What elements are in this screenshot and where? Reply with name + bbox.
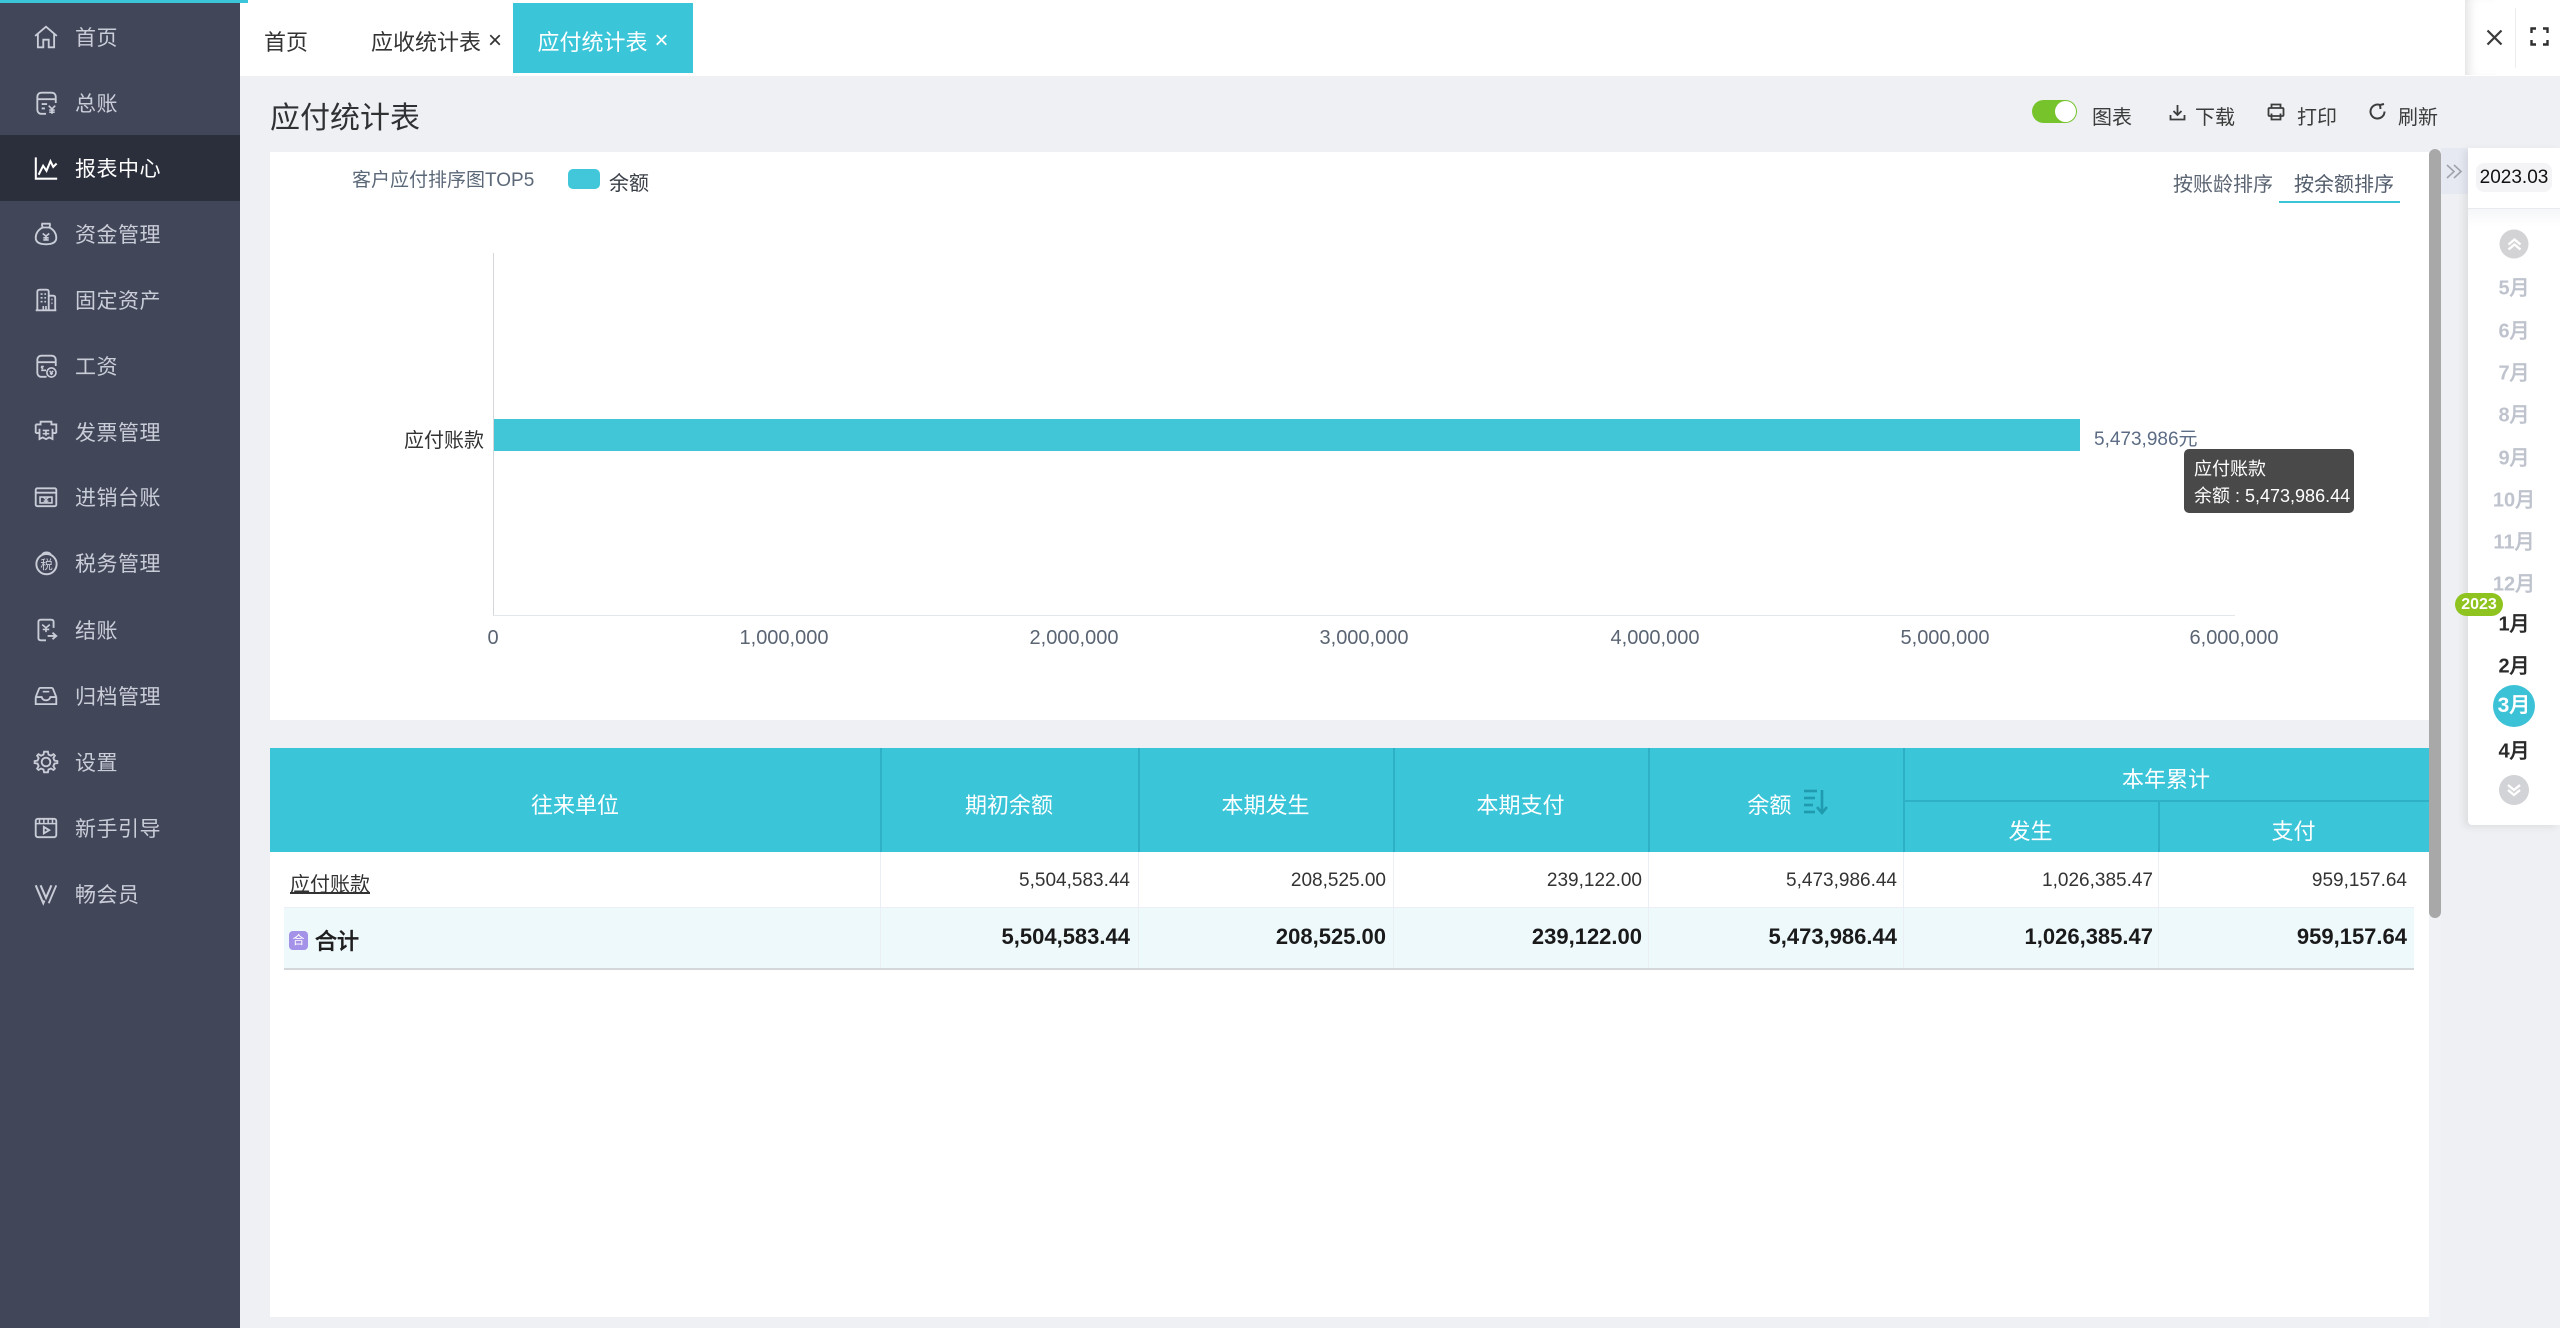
svg-text:税: 税	[40, 558, 52, 572]
